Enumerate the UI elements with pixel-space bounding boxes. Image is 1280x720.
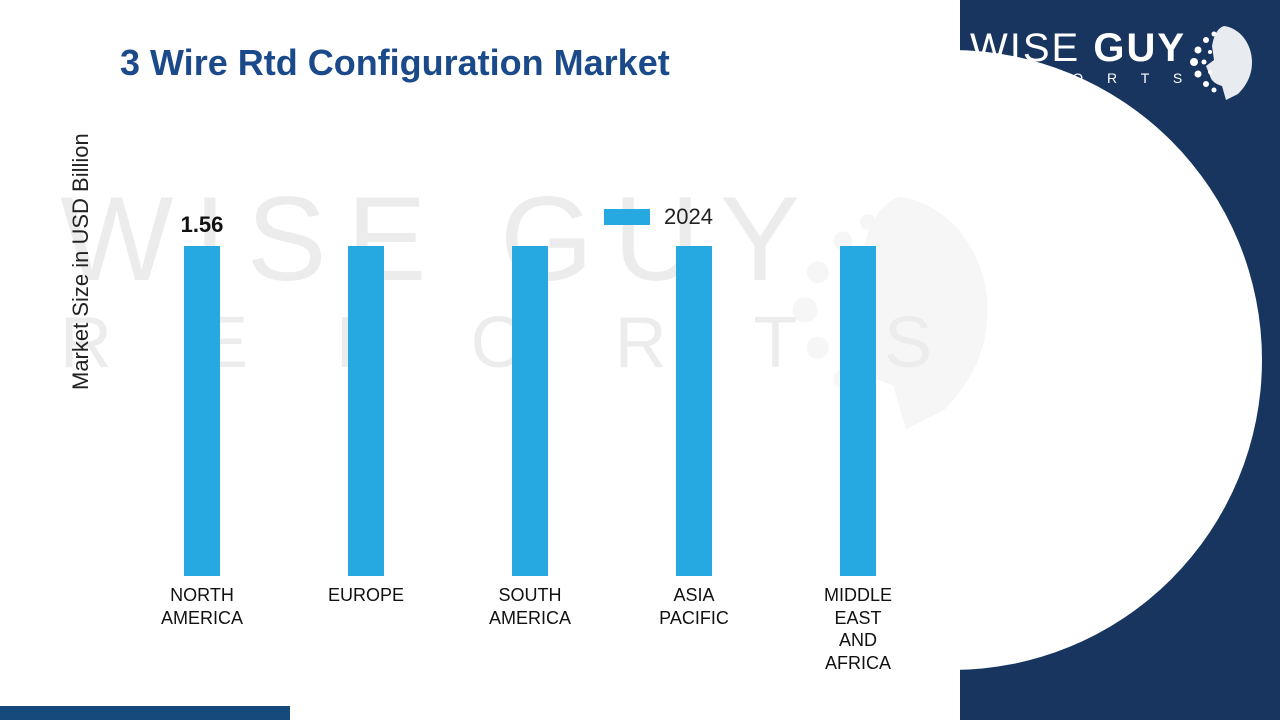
logo-head-icon [1186,22,1256,102]
bar-category-label: SOUTH AMERICA [489,584,571,629]
bar [676,246,712,576]
bar-slot: MIDDLE EAST AND AFRICA [776,246,940,576]
bar-slot: SOUTH AMERICA [448,246,612,576]
bar-value-label: 1.56 [181,212,224,238]
bar-slot: 1.56NORTH AMERICA [120,246,284,576]
chart-title: 3 Wire Rtd Configuration Market [120,42,670,84]
logo-word-2: GUY [1093,26,1186,70]
brand-logo: WISE GUY R E P O R T S [970,28,1250,86]
y-axis-label: Market Size in USD Billion [68,133,94,390]
bar [348,246,384,576]
legend-label: 2024 [664,204,713,230]
chart-stage: WISE GUY R E P O R T S 3 Wire Rtd Config… [0,0,1280,720]
bar-category-label: NORTH AMERICA [161,584,243,629]
legend-swatch [604,209,650,225]
bar-slot: EUROPE [284,246,448,576]
bar [840,246,876,576]
legend: 2024 [604,204,713,230]
bar [184,246,220,576]
footer-strip [0,706,290,720]
bar-category-label: EUROPE [328,584,404,607]
bar-category-label: MIDDLE EAST AND AFRICA [824,584,892,674]
bar [512,246,548,576]
bar-category-label: ASIA PACIFIC [659,584,729,629]
chart-plot: 1.56NORTH AMERICAEUROPESOUTH AMERICAASIA… [120,246,940,576]
logo-word-1: WISE [970,26,1080,70]
bar-slot: ASIA PACIFIC [612,246,776,576]
